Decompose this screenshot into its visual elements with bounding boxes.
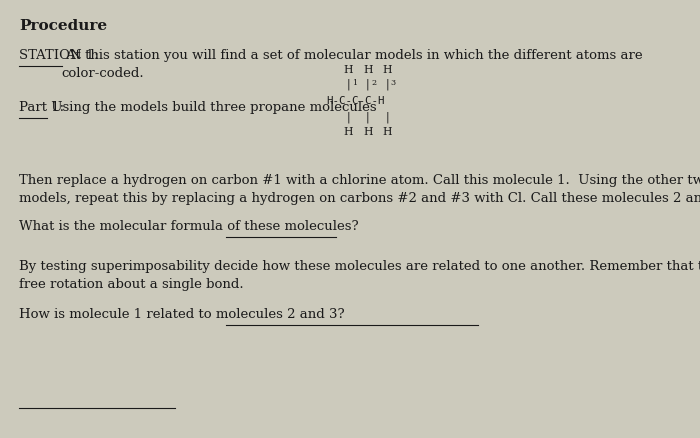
- Text: |: |: [366, 111, 370, 123]
- Text: H: H: [383, 127, 392, 137]
- Text: H-C-C-C-H: H-C-C-C-H: [326, 96, 385, 106]
- Text: 3: 3: [391, 78, 396, 86]
- Text: Part 1:: Part 1:: [19, 101, 64, 114]
- Text: H: H: [383, 65, 392, 75]
- Text: Then replace a hydrogen on carbon #1 with a chlorine atom. Call this molecule 1.: Then replace a hydrogen on carbon #1 wit…: [19, 174, 700, 205]
- Text: Procedure: Procedure: [19, 19, 107, 33]
- Text: H: H: [363, 127, 372, 137]
- Text: |: |: [366, 79, 370, 90]
- Text: By testing superimposability decide how these molecules are related to one anoth: By testing superimposability decide how …: [19, 260, 700, 291]
- Text: |: |: [346, 79, 350, 90]
- Text: STATION 1:: STATION 1:: [19, 49, 99, 62]
- Text: H: H: [363, 65, 372, 75]
- Text: How is molecule 1 related to molecules 2 and 3?: How is molecule 1 related to molecules 2…: [19, 307, 349, 320]
- Text: 2: 2: [371, 78, 377, 86]
- Text: At this station you will find a set of molecular models in which the different a: At this station you will find a set of m…: [62, 49, 643, 80]
- Text: H: H: [344, 65, 353, 75]
- Text: |: |: [346, 111, 350, 123]
- Text: |: |: [386, 111, 389, 123]
- Text: 1: 1: [351, 78, 357, 86]
- Text: What is the molecular formula of these molecules?: What is the molecular formula of these m…: [19, 219, 363, 232]
- Text: Using the models build three propane molecules: Using the models build three propane mol…: [47, 101, 377, 114]
- Text: H: H: [344, 127, 353, 137]
- Text: |: |: [386, 79, 389, 90]
